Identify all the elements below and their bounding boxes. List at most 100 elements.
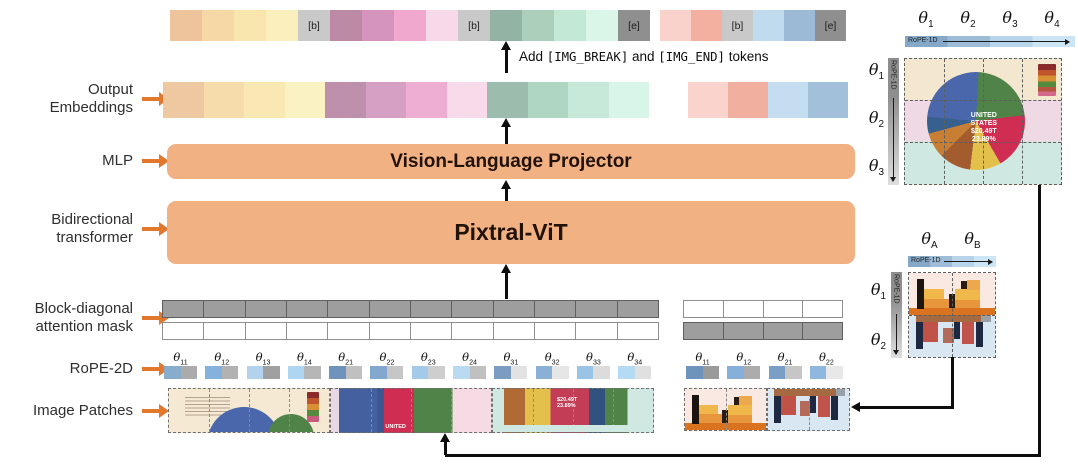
patch-section-imgB-row2 bbox=[767, 388, 850, 431]
rope2d-column: θ11 bbox=[686, 350, 719, 379]
embedding-cell bbox=[266, 10, 298, 41]
rope2d-cell-blue bbox=[535, 366, 553, 379]
rope2d-cell-blue bbox=[768, 366, 786, 379]
right-top-h-thetas: θ1 θ2 θ3 θ4 bbox=[905, 8, 1073, 30]
embedding-cell bbox=[426, 10, 458, 41]
rope2d-cell-blue bbox=[287, 366, 305, 379]
flow-arrow-icon bbox=[142, 362, 169, 376]
rope2d-cell-blue bbox=[576, 366, 594, 379]
rope1d-hbar: RoPE-1D bbox=[908, 256, 996, 267]
patch-art-shape bbox=[733, 397, 740, 410]
projector-box-label: Vision-Language Projector bbox=[390, 150, 632, 172]
label-text: attention mask bbox=[35, 318, 133, 335]
patch-art-shape bbox=[976, 321, 983, 347]
theta-label: θ11 bbox=[173, 350, 188, 367]
token-strip-image2: [b] [e] bbox=[660, 10, 846, 41]
patch-art-shape bbox=[953, 321, 960, 340]
theta-label: θ21 bbox=[777, 350, 793, 367]
image-patches-image1: UNITED $20.49T 23.89% bbox=[168, 388, 654, 433]
embedding-cell bbox=[284, 82, 325, 118]
connector-line bbox=[951, 357, 954, 408]
embedding-cell bbox=[394, 10, 426, 41]
label-row-image-patches: Image Patches bbox=[0, 400, 169, 422]
patch-art-shape bbox=[268, 413, 315, 432]
embedding-cell bbox=[660, 10, 691, 41]
patch-art-shape bbox=[954, 288, 981, 300]
embedding-cell bbox=[808, 82, 848, 118]
embedding-cell bbox=[728, 82, 768, 118]
rope2d-column: θ31 bbox=[494, 350, 528, 379]
rope2d-cell-pair bbox=[246, 366, 280, 379]
token-cell: [b] bbox=[722, 10, 753, 41]
label-text: Output bbox=[87, 81, 133, 98]
patch-separator bbox=[808, 389, 810, 430]
attention-mask-image1 bbox=[162, 300, 659, 344]
vit-box-label: Pixtral-ViT bbox=[454, 219, 568, 245]
embedding-cell bbox=[753, 10, 784, 41]
embedding-cell bbox=[234, 10, 266, 41]
mask-cell bbox=[493, 301, 534, 317]
label-row-rope2d: RoPE-2D bbox=[0, 358, 169, 380]
attention-mask-row-empty bbox=[162, 322, 659, 340]
label-bidirectional: Bidirectional transformer bbox=[51, 211, 133, 247]
theta-label: θ1 bbox=[868, 60, 884, 83]
patch-art-shape bbox=[185, 396, 230, 417]
token-cell: [b] bbox=[298, 10, 330, 41]
token-cell: [e] bbox=[618, 10, 650, 41]
rope2d-cell-pair bbox=[411, 366, 445, 379]
embedding-cell bbox=[527, 82, 568, 118]
label-row-mlp: MLP bbox=[0, 150, 169, 172]
rope2d-cell-gray bbox=[785, 366, 802, 379]
rope2d-column: θ33 bbox=[576, 350, 610, 379]
patch-section-row1 bbox=[168, 388, 330, 433]
patch-separator bbox=[289, 389, 290, 432]
embedding-cell bbox=[202, 10, 234, 41]
embedding-cell bbox=[203, 82, 244, 118]
up-arrow-icon bbox=[505, 272, 508, 299]
patch-section-row3: $20.49T 23.89% bbox=[492, 388, 654, 433]
rope2d-cell-pair bbox=[618, 366, 652, 379]
rope2d-cell-gray bbox=[510, 366, 528, 379]
rope2d-column: θ22 bbox=[809, 350, 843, 379]
rope2d-column: θ24 bbox=[453, 350, 487, 379]
rope2d-cell-pair bbox=[494, 366, 528, 379]
theta-label: θ22 bbox=[379, 350, 395, 367]
patch-art-shape bbox=[774, 395, 781, 423]
embedding-cell bbox=[522, 10, 554, 41]
patch-separator bbox=[533, 389, 534, 432]
theta-label: θ22 bbox=[818, 350, 834, 367]
flow-arrow-icon bbox=[142, 404, 169, 418]
axis-arrow-icon bbox=[944, 257, 993, 267]
mask-cell bbox=[286, 323, 328, 339]
label-text: transformer bbox=[56, 229, 133, 246]
theta-label: θ1 bbox=[870, 280, 886, 303]
rope2d-cell-blue bbox=[411, 366, 429, 379]
label-row-bidirectional: Bidirectional transformer bbox=[0, 210, 169, 248]
attention-mask-row-filled bbox=[683, 322, 843, 340]
patch-art-shape bbox=[774, 389, 837, 396]
rope2d-column: θ21 bbox=[768, 350, 802, 379]
patch-art-shape bbox=[800, 401, 811, 417]
embedding-cell bbox=[362, 10, 394, 41]
label-text: Bidirectional bbox=[51, 211, 133, 228]
grid-line bbox=[983, 59, 984, 184]
rope2d-cell-pair bbox=[329, 366, 363, 379]
theta-label: θ21 bbox=[338, 350, 354, 367]
patch-art-shape bbox=[698, 404, 719, 417]
mask-cell bbox=[245, 301, 286, 317]
embedding-cell bbox=[170, 10, 202, 41]
patch-art-shape bbox=[923, 288, 945, 302]
right-top-v-thetas: θ1 θ2 θ3 bbox=[858, 60, 884, 178]
mask-cell bbox=[163, 301, 204, 317]
patch-separator bbox=[249, 389, 250, 432]
theta-label: θ3 bbox=[868, 155, 884, 178]
rope1d-hbar-label: RoPE-1D bbox=[911, 257, 941, 264]
img-break-token: [IMG_BREAK] bbox=[546, 50, 629, 64]
patch-art-legend-chip bbox=[306, 392, 319, 423]
patch-art-shape bbox=[962, 321, 975, 344]
pie-center-text: UNITED STATES $20.49T 23.89% bbox=[970, 111, 998, 143]
patch-art-shape bbox=[960, 281, 967, 294]
mask-cell bbox=[617, 323, 658, 339]
rope2d-cell-pair bbox=[453, 366, 487, 379]
